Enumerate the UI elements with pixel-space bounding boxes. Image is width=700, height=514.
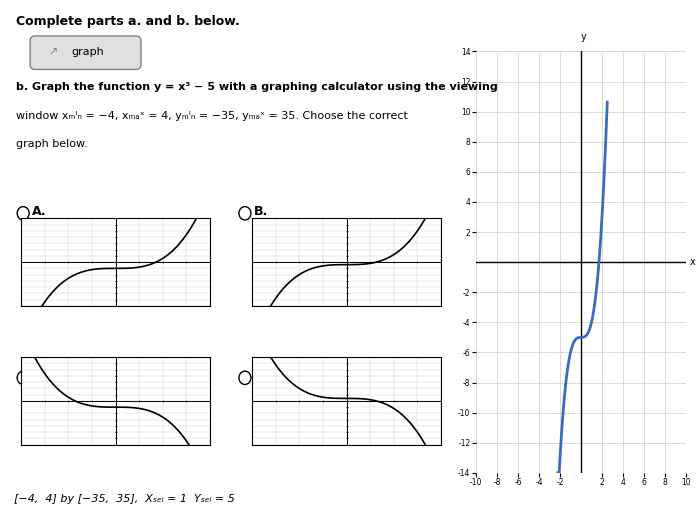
Text: Complete parts a. and b. below.: Complete parts a. and b. below. xyxy=(16,15,240,28)
Text: B.: B. xyxy=(254,205,268,218)
FancyBboxPatch shape xyxy=(30,36,141,69)
Text: [−4,  4] by [−35,  35],  Xₛₑₗ = 1  Yₛₑₗ = 5: [−4, 4] by [−35, 35], Xₛₑₗ = 1 Yₛₑₗ = 5 xyxy=(14,494,235,504)
Text: window xₘᴵₙ = −4, xₘₐˣ = 4, yₘᴵₙ = −35, yₘₐˣ = 35. Choose the correct: window xₘᴵₙ = −4, xₘₐˣ = 4, yₘᴵₙ = −35, … xyxy=(16,111,408,120)
Text: ↗: ↗ xyxy=(48,47,58,58)
Text: D.: D. xyxy=(254,370,270,383)
Text: y: y xyxy=(580,32,586,42)
Text: graph: graph xyxy=(71,47,104,58)
Text: graph below.: graph below. xyxy=(16,139,88,149)
Text: C.: C. xyxy=(32,370,46,383)
Text: A.: A. xyxy=(32,205,47,218)
Text: b. Graph the function y = x³ − 5 with a graphing calculator using the viewing: b. Graph the function y = x³ − 5 with a … xyxy=(16,82,498,92)
Text: x: x xyxy=(690,257,696,267)
